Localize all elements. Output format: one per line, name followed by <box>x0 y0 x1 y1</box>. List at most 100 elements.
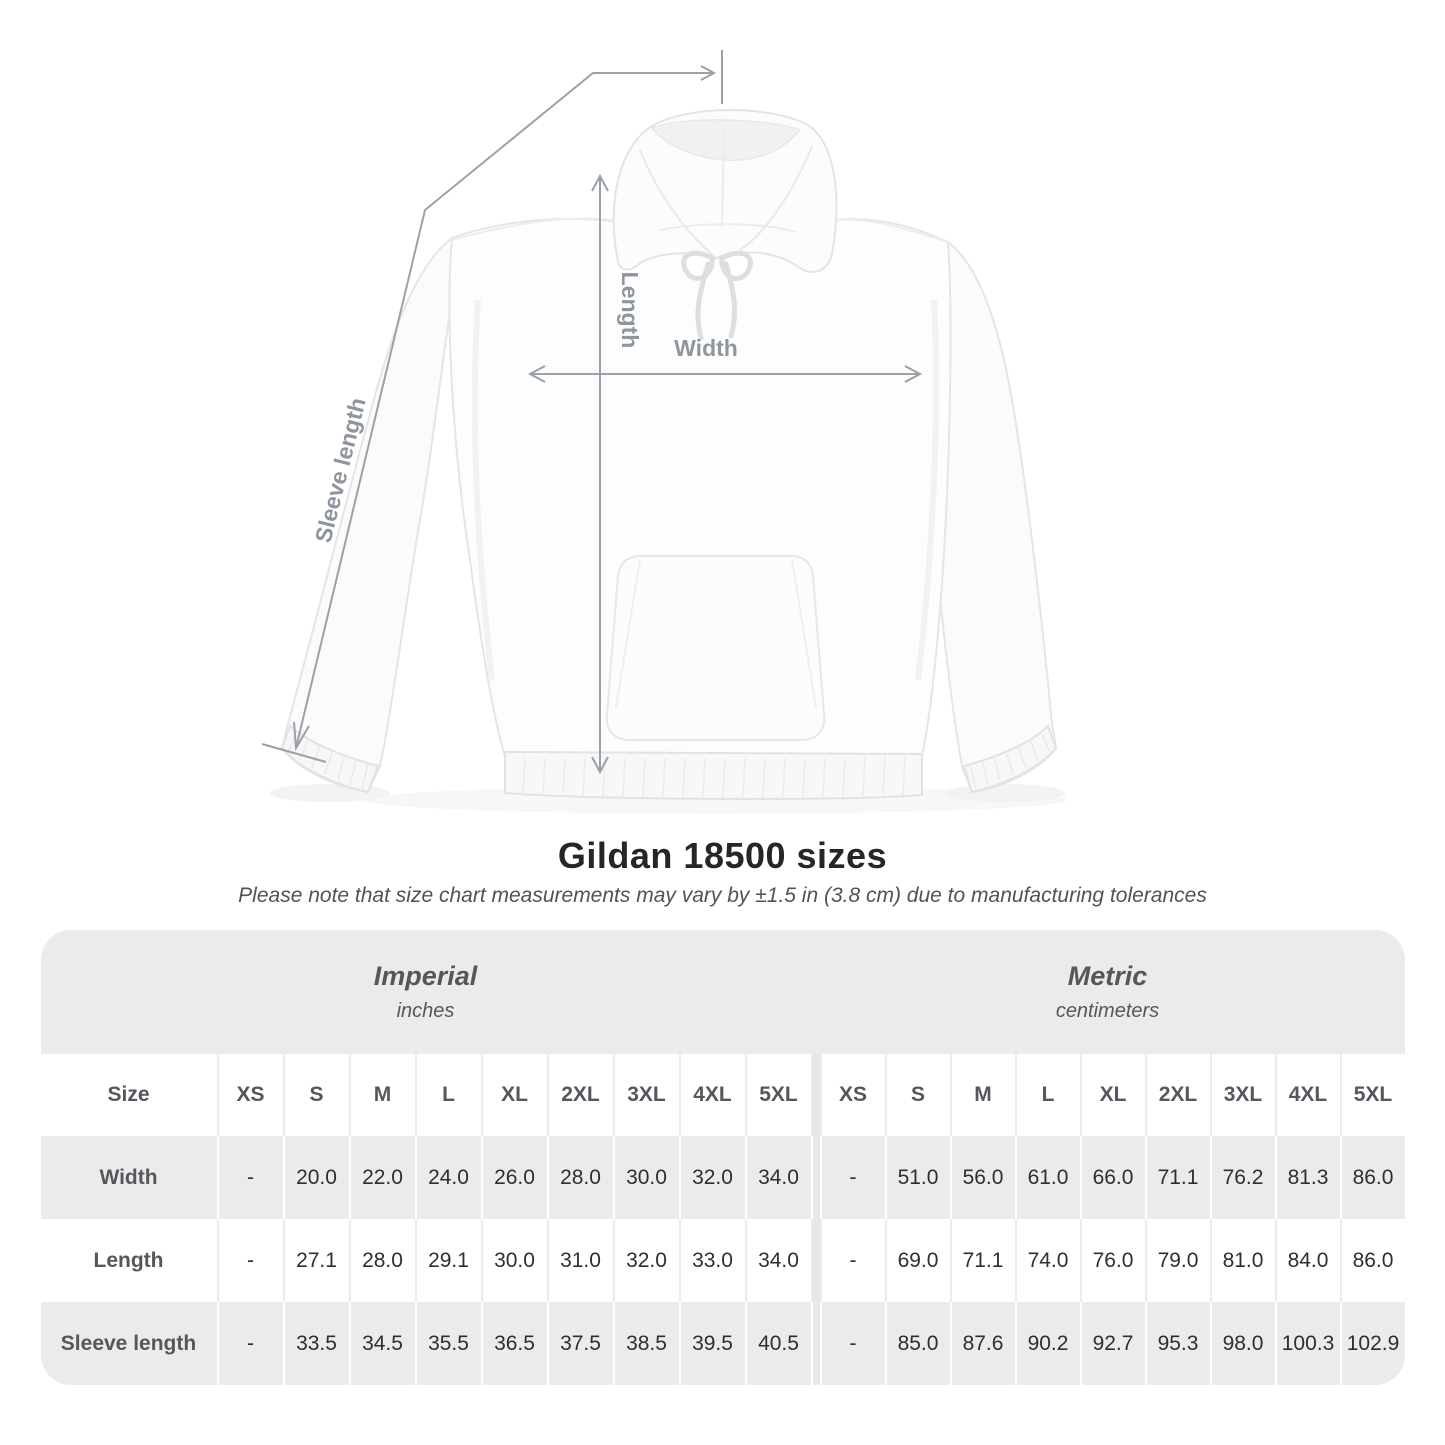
length-arrow-top <box>591 173 609 192</box>
length-arrow-bottom <box>591 756 609 775</box>
tolerance-note: Please note that size chart measurements… <box>238 884 1207 907</box>
size-imperial-l: L <box>414 1054 481 1136</box>
length-imp-xs: - <box>216 1219 283 1302</box>
table-row-sleeve-length: Sleeve length - 33.5 34.5 35.5 36.5 37.5… <box>40 1302 1405 1385</box>
size-metric-4xl: 4XL <box>1274 1054 1340 1136</box>
sleeve-met-xl: 92.7 <box>1079 1302 1145 1385</box>
sleeve-imp-s: 33.5 <box>282 1302 349 1385</box>
size-column-header: Size <box>40 1054 217 1136</box>
width-label: Width <box>674 335 738 361</box>
size-table: Imperial inches Metric centimeters Size … <box>40 930 1405 1385</box>
size-metric-m: M <box>949 1054 1015 1136</box>
size-imperial-s: S <box>282 1054 349 1136</box>
page-title: Gildan 18500 sizes <box>557 835 888 876</box>
size-imperial-4xl: 4XL <box>678 1054 745 1136</box>
hoodie-right-sleeve <box>918 240 1058 794</box>
width-met-l: 61.0 <box>1014 1136 1080 1219</box>
sleeve-length-end-tick <box>261 743 327 763</box>
length-met-l: 74.0 <box>1014 1219 1080 1302</box>
unit-header-band: Imperial inches Metric centimeters <box>40 930 1405 1054</box>
size-imperial-m: M <box>348 1054 415 1136</box>
length-met-4xl: 84.0 <box>1274 1219 1340 1302</box>
length-imp-5xl: 34.0 <box>744 1219 811 1302</box>
size-metric-s: S <box>884 1054 950 1136</box>
kangaroo-pocket <box>605 555 826 741</box>
measurement-lines <box>261 50 923 775</box>
length-imp-l: 29.1 <box>414 1219 481 1302</box>
length-imp-4xl: 33.0 <box>678 1219 745 1302</box>
sleeve-imp-xs: - <box>216 1302 283 1385</box>
sleeve-length-arrow-end <box>293 721 310 752</box>
table-row-length: Length - 27.1 28.0 29.1 30.0 31.0 32.0 3… <box>40 1219 1405 1302</box>
size-imperial-3xl: 3XL <box>612 1054 679 1136</box>
section-divider <box>810 1302 820 1385</box>
width-imp-4xl: 32.0 <box>678 1136 745 1219</box>
length-imp-m: 28.0 <box>348 1219 415 1302</box>
body-fold-left <box>471 299 495 681</box>
length-imp-s: 27.1 <box>282 1219 349 1302</box>
length-met-s: 69.0 <box>884 1219 950 1302</box>
sleeve-length-line <box>295 72 714 749</box>
row-label-sleeve-length: Sleeve length <box>40 1302 217 1385</box>
width-met-3xl: 76.2 <box>1209 1136 1275 1219</box>
size-imperial-2xl: 2XL <box>546 1054 613 1136</box>
size-imperial-5xl: 5XL <box>744 1054 811 1136</box>
sleeve-imp-4xl: 39.5 <box>678 1302 745 1385</box>
section-divider <box>810 1054 820 1136</box>
length-met-5xl: 86.0 <box>1339 1219 1405 1302</box>
sleeve-met-3xl: 98.0 <box>1209 1302 1275 1385</box>
section-divider <box>810 1136 820 1219</box>
imperial-header: Imperial inches <box>41 930 811 1054</box>
hoodie-left-sleeve <box>280 235 453 794</box>
hem-band <box>504 750 923 800</box>
sleeve-imp-m: 34.5 <box>348 1302 415 1385</box>
size-imperial-xl: XL <box>480 1054 547 1136</box>
pocket-opening-right <box>791 559 817 709</box>
cuff-shadow-right <box>945 784 1065 802</box>
width-met-2xl: 71.1 <box>1144 1136 1210 1219</box>
width-imp-xl: 26.0 <box>480 1136 547 1219</box>
size-metric-2xl: 2XL <box>1144 1054 1210 1136</box>
size-metric-xl: XL <box>1079 1054 1145 1136</box>
hood-opening <box>650 119 802 161</box>
length-label: Length <box>617 272 643 349</box>
sleeve-imp-l: 35.5 <box>414 1302 481 1385</box>
width-imp-m: 22.0 <box>348 1136 415 1219</box>
size-metric-5xl: 5XL <box>1339 1054 1405 1136</box>
metric-label: Metric <box>1067 961 1148 991</box>
length-imp-2xl: 31.0 <box>546 1219 613 1302</box>
length-met-m: 71.1 <box>949 1219 1015 1302</box>
row-label-width: Width <box>40 1136 217 1219</box>
right-cuff-ribbing <box>969 733 1051 790</box>
length-met-xl: 76.0 <box>1079 1219 1145 1302</box>
row-label-length: Length <box>40 1219 217 1302</box>
size-metric-3xl: 3XL <box>1209 1054 1275 1136</box>
left-cuff-ribbing <box>287 733 369 790</box>
sleeve-met-m: 87.6 <box>949 1302 1015 1385</box>
width-imp-3xl: 30.0 <box>612 1136 679 1219</box>
hood-drape-left <box>639 149 715 257</box>
right-cuff <box>962 724 1058 794</box>
hoodie-body <box>448 217 952 800</box>
hoodie-hood <box>612 109 838 341</box>
body-fold-right <box>915 299 939 681</box>
sleeve-met-4xl: 100.3 <box>1274 1302 1340 1385</box>
width-arrow-left <box>527 365 546 383</box>
width-imp-5xl: 34.0 <box>744 1136 811 1219</box>
cuff-shadow-left <box>270 784 390 802</box>
sleeve-imp-2xl: 37.5 <box>546 1302 613 1385</box>
width-met-m: 56.0 <box>949 1136 1015 1219</box>
size-imperial-xs: XS <box>216 1054 283 1136</box>
width-met-s: 51.0 <box>884 1136 950 1219</box>
drawstrings <box>681 250 753 341</box>
width-imp-2xl: 28.0 <box>546 1136 613 1219</box>
sleeve-met-s: 85.0 <box>884 1302 950 1385</box>
hem-ribbing <box>522 754 906 799</box>
width-arrow-right <box>904 365 923 383</box>
imperial-label: Imperial <box>373 961 478 991</box>
length-met-xs: - <box>819 1219 885 1302</box>
size-metric-l: L <box>1014 1054 1080 1136</box>
sleeve-imp-3xl: 38.5 <box>612 1302 679 1385</box>
sleeve-imp-xl: 36.5 <box>480 1302 547 1385</box>
